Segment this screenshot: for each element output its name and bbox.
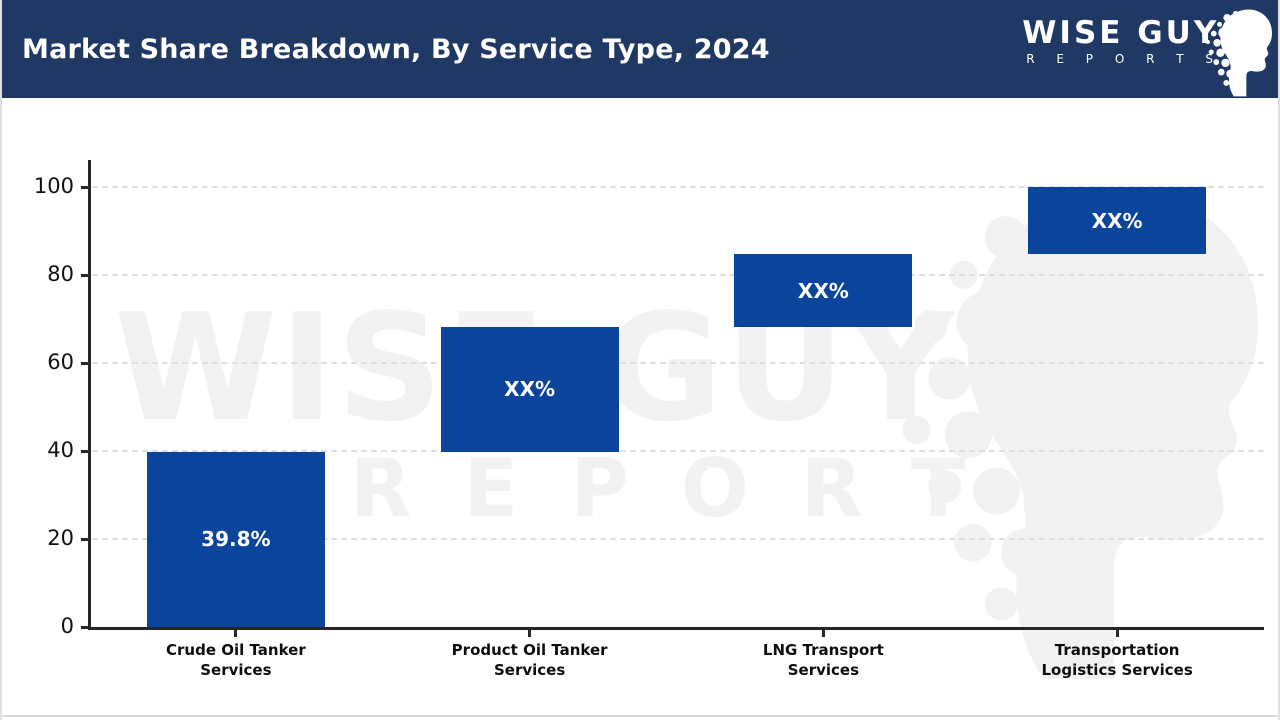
category-label: LNG Transport Services: [762, 641, 884, 679]
bar-value-label: XX%: [504, 377, 556, 402]
y-tick-label: 60: [47, 350, 74, 374]
gridline: [92, 186, 1264, 188]
x-tick: [234, 629, 238, 637]
gridline: [92, 538, 1264, 540]
y-tick-label: 80: [47, 262, 74, 286]
y-tick: [81, 274, 89, 277]
bar-3: XX%: [1028, 187, 1207, 255]
gridline: [92, 450, 1264, 452]
y-axis-line: [88, 160, 91, 630]
bar-1: XX%: [440, 326, 619, 452]
y-tick-label: 0: [60, 614, 74, 638]
gridline: [92, 362, 1264, 364]
page-title: Market Share Breakdown, By Service Type,…: [22, 33, 770, 65]
y-tick-label: 40: [47, 438, 74, 462]
y-tick: [81, 450, 89, 453]
category-label: Product Oil Tanker Services: [451, 641, 608, 679]
x-axis-line: [88, 627, 1264, 630]
brand-logo: WISE GUY R E P O R T S: [1022, 16, 1222, 66]
y-tick: [81, 362, 89, 365]
bottom-rule: [2, 715, 1278, 717]
brand-head-icon: [1205, 9, 1272, 97]
x-tick: [821, 629, 825, 637]
brand-logo-subtext: R E P O R T S: [1026, 52, 1222, 66]
y-tick-label: 100: [33, 174, 74, 198]
x-tick: [528, 629, 532, 637]
brand-logo-text: WISE GUY: [1022, 15, 1220, 51]
watermark-head-icon: [886, 191, 1258, 680]
bar-value-label: XX%: [1091, 208, 1143, 233]
x-tick: [1115, 629, 1119, 637]
y-tick-label: 20: [47, 526, 74, 550]
y-tick: [81, 186, 89, 189]
bar-value-label: 39.8%: [201, 527, 271, 552]
bar-0: 39.8%: [146, 451, 325, 627]
bar-2: XX%: [734, 254, 913, 327]
header-bar: Market Share Breakdown, By Service Type,…: [2, 0, 1278, 98]
category-label: Transportation Logistics Services: [1041, 641, 1193, 679]
bar-value-label: XX%: [797, 278, 849, 303]
category-label: Crude Oil Tanker Services: [166, 641, 306, 679]
y-tick: [81, 538, 89, 541]
y-tick: [81, 626, 89, 629]
gridline: [92, 274, 1264, 276]
